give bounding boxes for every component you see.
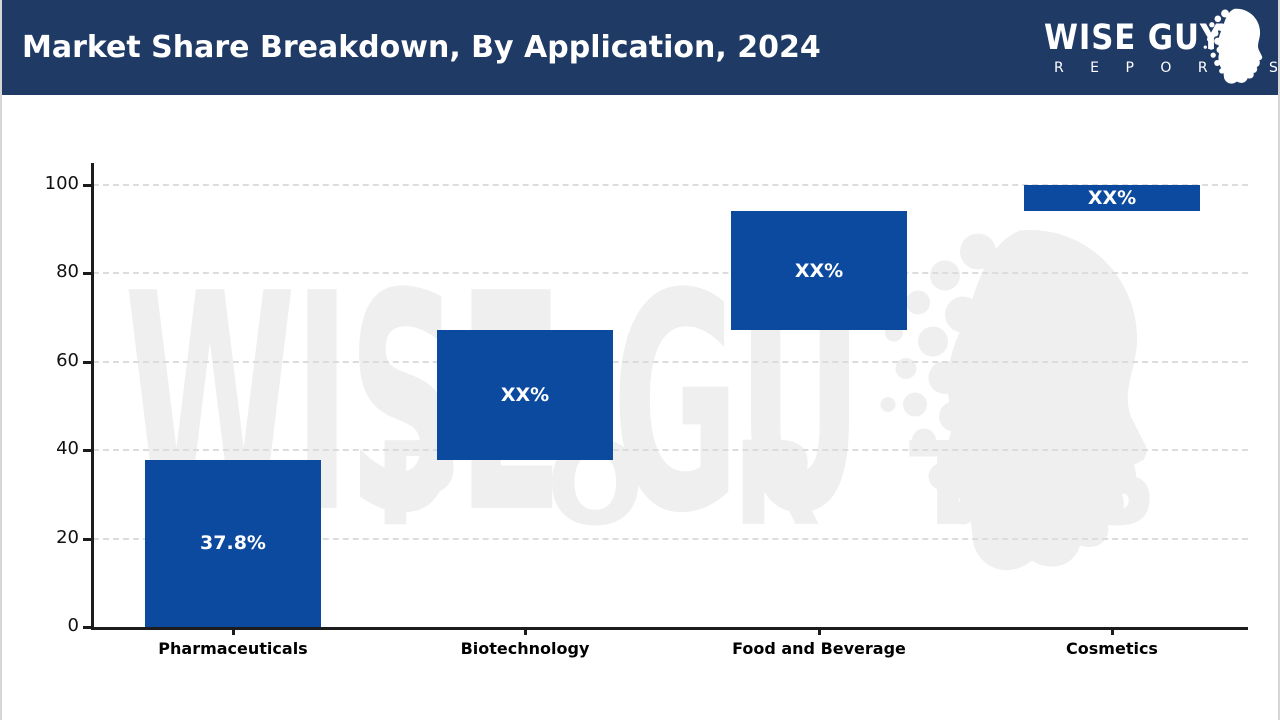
x-axis-line (91, 627, 1248, 630)
gridline-80 (93, 272, 1248, 275)
y-tick-mark (83, 272, 92, 276)
gridline-40 (93, 449, 1248, 452)
bar-value-label: 37.8% (200, 532, 266, 555)
brand-face-icon (1203, 8, 1263, 84)
x-axis-label-cosmetics: Cosmetics (1066, 639, 1158, 658)
brand-wordmark: WISE GUY (1044, 18, 1224, 58)
y-tick-label: 60 (56, 349, 79, 371)
y-tick-mark (83, 626, 92, 629)
y-tick-label: 80 (56, 261, 79, 283)
y-tick-mark (83, 449, 92, 453)
y-axis-line (91, 163, 94, 629)
watermark-face-icon (880, 230, 1147, 571)
x-tick-mark (818, 627, 821, 635)
x-axis-label-food-and-beverage: Food and Beverage (732, 639, 906, 658)
y-tick-label: 20 (56, 526, 79, 548)
x-axis-label-pharmaceuticals: Pharmaceuticals (158, 639, 308, 658)
x-tick-mark (232, 627, 235, 635)
bar-value-label: XX% (1087, 187, 1137, 210)
x-tick-mark (524, 627, 527, 635)
gridline-100 (93, 184, 1248, 186)
bar-value-label: XX% (794, 259, 844, 282)
x-tick-mark (1111, 627, 1114, 635)
y-tick-mark (83, 360, 92, 364)
bar-value-label: XX% (500, 383, 550, 406)
y-tick-mark (83, 537, 92, 541)
bar-cosmetics: XX% (1024, 185, 1200, 212)
bar-biotechnology: XX% (437, 329, 613, 460)
bar-food-and-beverage: XX% (731, 211, 907, 330)
gridline-20 (93, 537, 1248, 540)
y-tick-mark (83, 184, 92, 187)
page-title: Market Share Breakdown, By Application, … (22, 30, 821, 65)
bar-pharmaceuticals: 37.8% (145, 459, 321, 627)
header-bar: Market Share Breakdown, By Application, … (2, 0, 1278, 95)
x-axis-label-biotechnology: Biotechnology (460, 639, 590, 658)
y-tick-label: 100 (44, 173, 79, 194)
y-tick-label: 0 (67, 615, 79, 636)
y-tick-label: 40 (56, 438, 79, 460)
gridline-60 (93, 360, 1248, 363)
